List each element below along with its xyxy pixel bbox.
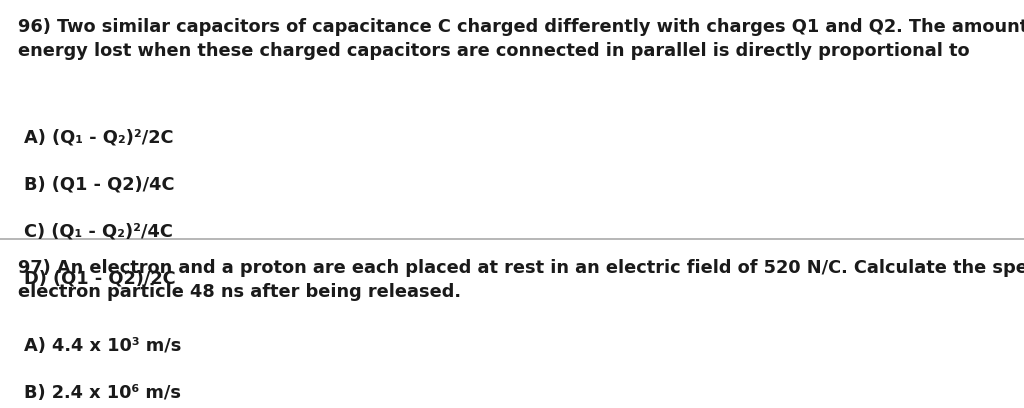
Text: A) 4.4 x 10³ m/s: A) 4.4 x 10³ m/s xyxy=(24,337,181,355)
Text: 97) An electron and a proton are each placed at rest in an electric field of 520: 97) An electron and a proton are each pl… xyxy=(18,259,1024,301)
Text: 96) Two similar capacitors of capacitance C charged differently with charges Q1 : 96) Two similar capacitors of capacitanc… xyxy=(18,18,1024,60)
Text: D) (Q1 - Q2)/2C: D) (Q1 - Q2)/2C xyxy=(24,269,175,287)
Text: A) (Q₁ - Q₂)²/2C: A) (Q₁ - Q₂)²/2C xyxy=(24,129,173,146)
Text: B) 2.4 x 10⁶ m/s: B) 2.4 x 10⁶ m/s xyxy=(24,384,180,401)
Text: B) (Q1 - Q2)/4C: B) (Q1 - Q2)/4C xyxy=(24,175,174,193)
Text: C) (Q₁ - Q₂)²/4C: C) (Q₁ - Q₂)²/4C xyxy=(24,222,172,240)
